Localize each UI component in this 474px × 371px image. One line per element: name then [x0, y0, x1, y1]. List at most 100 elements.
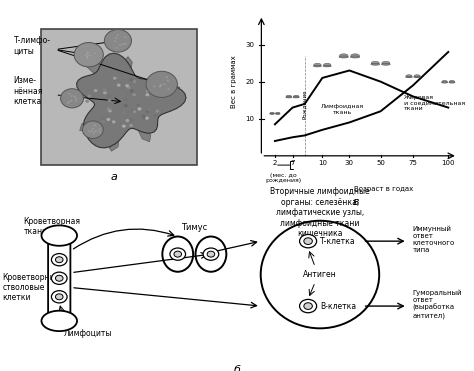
- Ellipse shape: [270, 112, 274, 114]
- Polygon shape: [124, 74, 164, 102]
- Ellipse shape: [350, 56, 360, 58]
- Ellipse shape: [94, 52, 96, 54]
- Polygon shape: [87, 59, 124, 102]
- Ellipse shape: [160, 84, 162, 86]
- Ellipse shape: [107, 94, 110, 98]
- Ellipse shape: [442, 82, 447, 83]
- Ellipse shape: [117, 35, 118, 36]
- Text: 7: 7: [290, 160, 295, 166]
- Ellipse shape: [114, 40, 116, 42]
- Ellipse shape: [371, 61, 379, 65]
- Ellipse shape: [406, 76, 412, 78]
- Text: Лимфоидная
ткань: Лимфоидная ткань: [321, 104, 364, 115]
- Ellipse shape: [74, 96, 76, 98]
- Ellipse shape: [100, 117, 104, 120]
- Text: в: в: [353, 197, 359, 207]
- Ellipse shape: [122, 111, 126, 114]
- Ellipse shape: [42, 225, 77, 246]
- Polygon shape: [123, 57, 132, 102]
- Ellipse shape: [113, 77, 117, 80]
- Ellipse shape: [129, 124, 133, 127]
- Ellipse shape: [133, 110, 137, 113]
- Ellipse shape: [164, 83, 165, 85]
- Ellipse shape: [174, 251, 182, 257]
- Text: Кроветворные
стволовые
клетки: Кроветворные стволовые клетки: [2, 273, 61, 302]
- Ellipse shape: [67, 102, 69, 104]
- Text: а: а: [110, 172, 117, 182]
- Ellipse shape: [153, 85, 155, 87]
- Text: Лимфоциты: Лимфоциты: [64, 329, 112, 338]
- Ellipse shape: [82, 121, 103, 138]
- Text: (мес. до
рождения): (мес. до рождения): [265, 173, 302, 183]
- Ellipse shape: [104, 92, 108, 95]
- Ellipse shape: [55, 275, 63, 281]
- Ellipse shape: [70, 100, 73, 101]
- Text: Антиген: Антиген: [303, 270, 337, 279]
- Ellipse shape: [86, 56, 88, 58]
- Ellipse shape: [108, 109, 112, 112]
- Ellipse shape: [261, 221, 379, 328]
- Ellipse shape: [300, 299, 317, 313]
- Ellipse shape: [275, 113, 280, 114]
- Text: Возраст в годах: Возраст в годах: [354, 186, 413, 191]
- Ellipse shape: [99, 128, 101, 130]
- Ellipse shape: [104, 29, 131, 52]
- Ellipse shape: [339, 54, 348, 58]
- Ellipse shape: [85, 100, 89, 103]
- Ellipse shape: [414, 76, 420, 78]
- Ellipse shape: [116, 47, 118, 49]
- Ellipse shape: [91, 128, 94, 129]
- Ellipse shape: [304, 238, 312, 244]
- Ellipse shape: [51, 291, 67, 303]
- Ellipse shape: [167, 80, 169, 82]
- Text: Изме-
нённая
клетка: Изме- нённая клетка: [14, 76, 43, 106]
- Ellipse shape: [55, 257, 63, 263]
- Ellipse shape: [84, 54, 87, 56]
- Ellipse shape: [133, 80, 137, 83]
- Ellipse shape: [126, 119, 129, 122]
- Ellipse shape: [147, 108, 151, 111]
- Ellipse shape: [130, 78, 133, 81]
- FancyBboxPatch shape: [48, 234, 71, 322]
- Text: 30: 30: [345, 160, 354, 166]
- Ellipse shape: [124, 104, 128, 107]
- Ellipse shape: [124, 36, 126, 38]
- Text: Кроветворная
ткань: Кроветворная ткань: [24, 217, 81, 236]
- Text: Тимус: Тимус: [181, 223, 208, 232]
- Ellipse shape: [145, 116, 149, 120]
- Ellipse shape: [61, 89, 83, 108]
- Ellipse shape: [339, 56, 348, 58]
- Ellipse shape: [130, 118, 134, 121]
- Ellipse shape: [94, 89, 98, 92]
- Ellipse shape: [132, 109, 135, 112]
- Ellipse shape: [300, 234, 317, 248]
- Ellipse shape: [153, 114, 157, 116]
- Polygon shape: [77, 53, 186, 148]
- Ellipse shape: [127, 86, 131, 89]
- Ellipse shape: [293, 95, 299, 98]
- Ellipse shape: [382, 61, 390, 65]
- Ellipse shape: [95, 130, 97, 132]
- Ellipse shape: [351, 54, 359, 58]
- Ellipse shape: [88, 131, 90, 132]
- Ellipse shape: [442, 81, 447, 83]
- Ellipse shape: [160, 85, 162, 86]
- Ellipse shape: [324, 63, 331, 66]
- Text: Т-клетка: Т-клетка: [320, 237, 356, 246]
- Text: Рождение: Рождение: [302, 89, 307, 119]
- Ellipse shape: [117, 83, 120, 87]
- Ellipse shape: [203, 248, 219, 260]
- Ellipse shape: [304, 303, 312, 309]
- Ellipse shape: [162, 237, 193, 272]
- Ellipse shape: [55, 294, 63, 300]
- Ellipse shape: [71, 95, 73, 97]
- Ellipse shape: [314, 63, 321, 66]
- Ellipse shape: [167, 88, 169, 90]
- Ellipse shape: [323, 65, 331, 67]
- Ellipse shape: [87, 52, 89, 53]
- Ellipse shape: [286, 95, 292, 98]
- Ellipse shape: [166, 76, 168, 78]
- Ellipse shape: [51, 254, 67, 266]
- Ellipse shape: [313, 65, 321, 67]
- Text: Вторичные лимфоидные
органы: селезёнка,
лимфатические узлы,
лимфоидные ткани
киш: Вторичные лимфоидные органы: селезёнка, …: [270, 187, 370, 238]
